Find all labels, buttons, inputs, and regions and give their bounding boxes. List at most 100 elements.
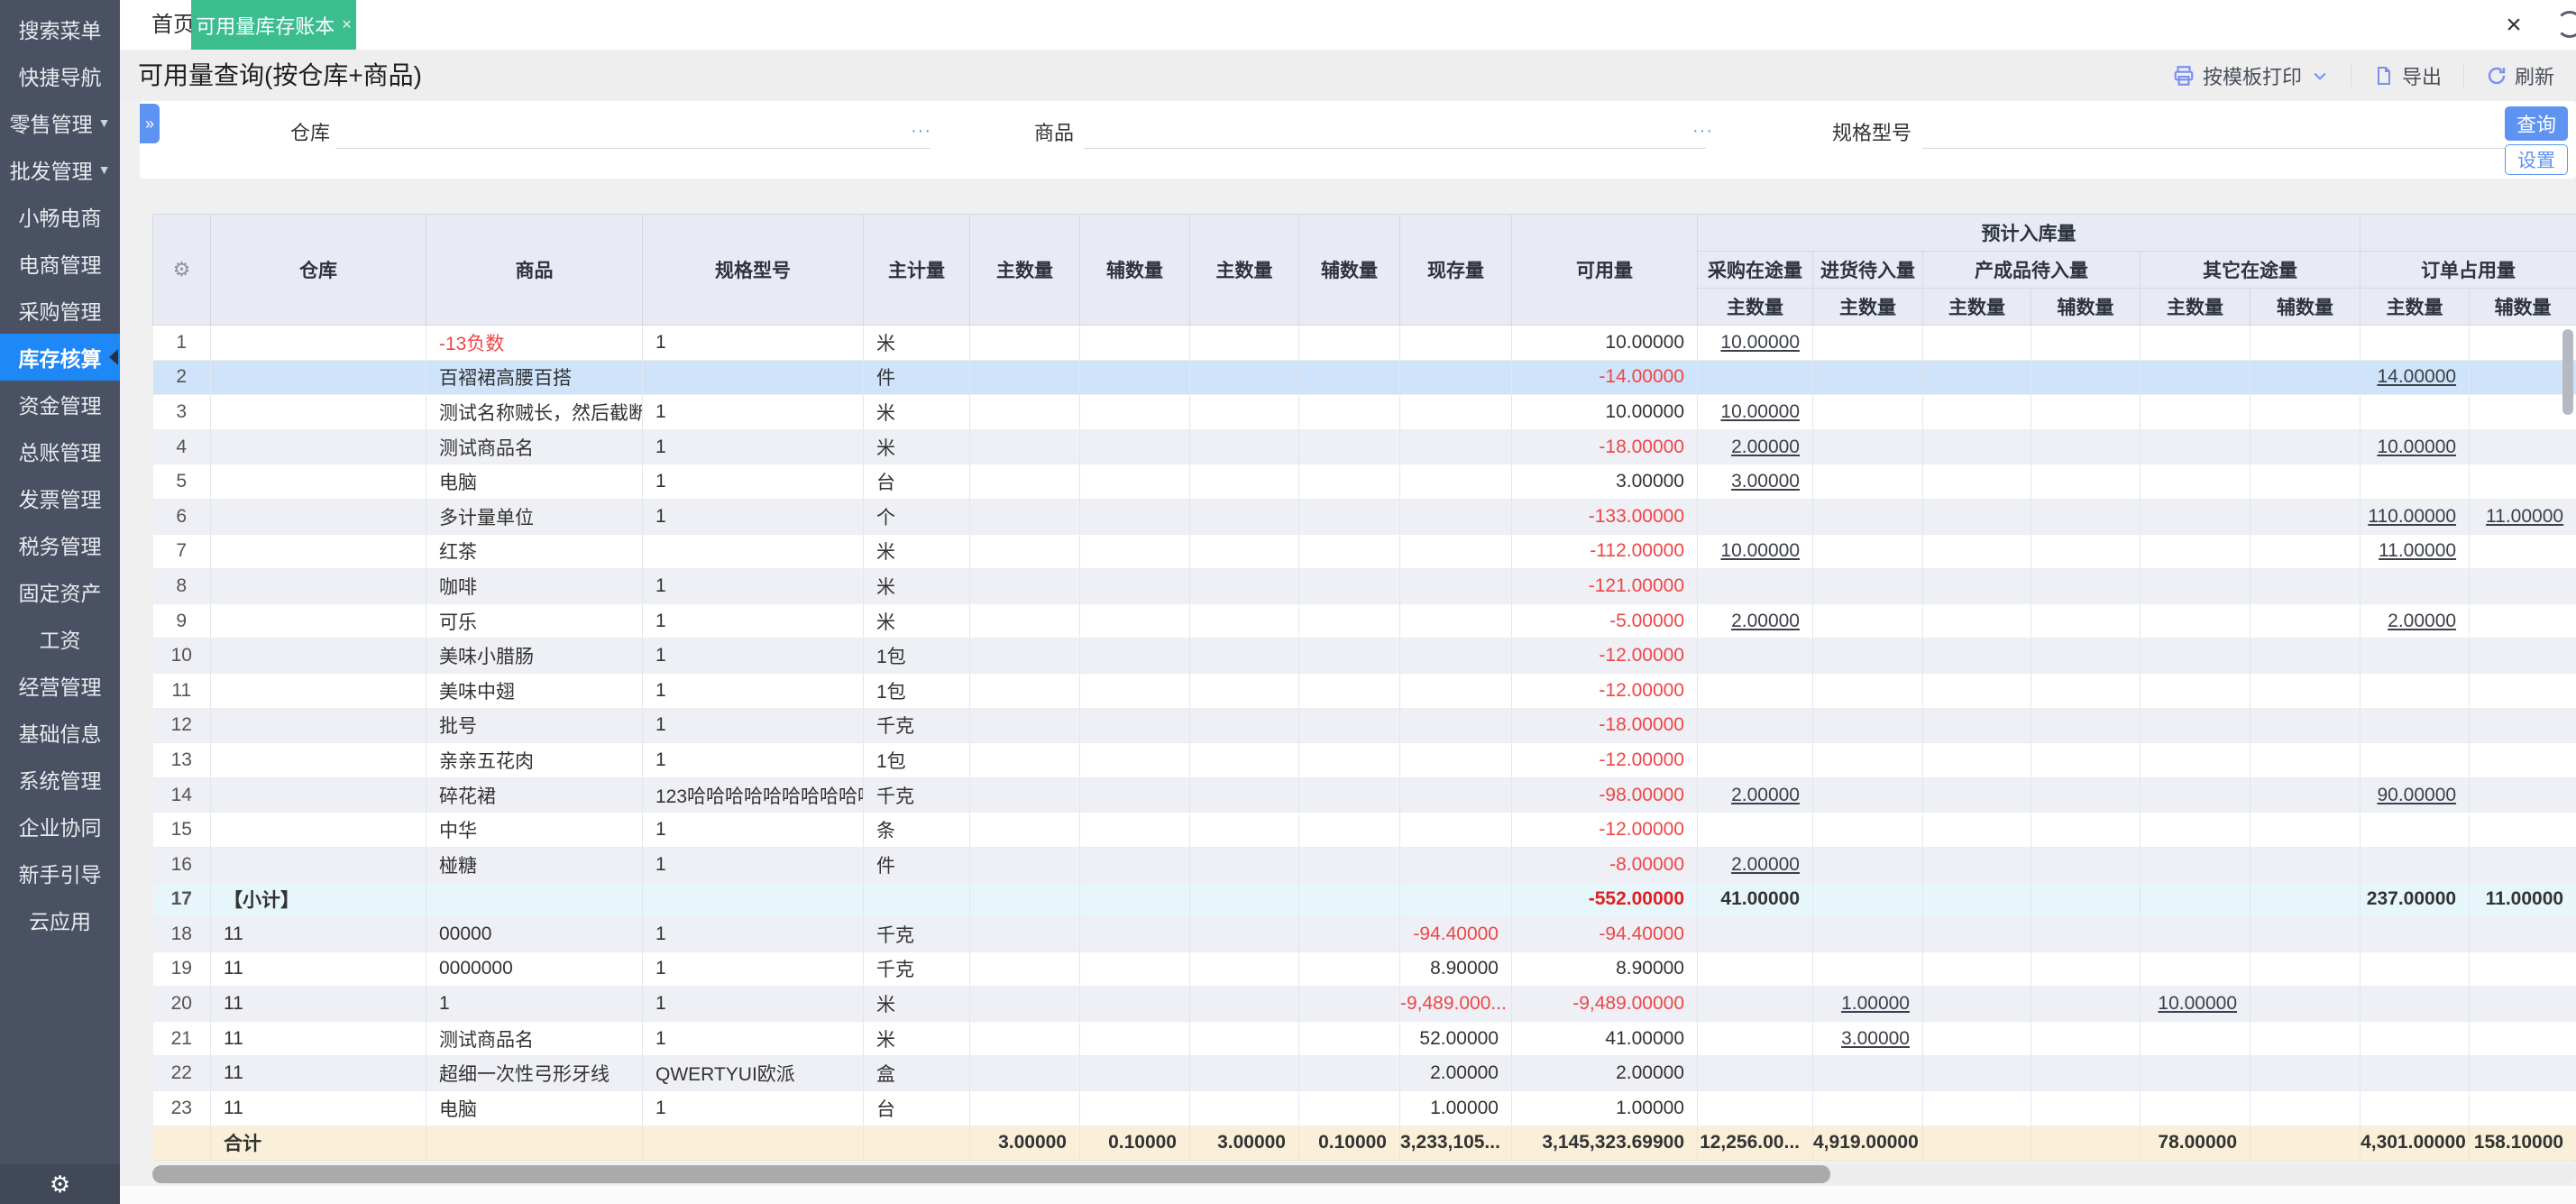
col-order-occupied[interactable]: 订单占用量 [2360, 251, 2576, 289]
drill-down-link[interactable]: 10.00000 [1720, 400, 1800, 422]
close-icon[interactable]: × [2506, 9, 2522, 40]
col-purchase-transit[interactable]: 采购在途量 [1697, 251, 1813, 289]
sidebar-item-发票管理[interactable]: 发票管理 [0, 474, 120, 521]
drill-down-link[interactable]: 14.00000 [2377, 366, 2457, 388]
cell-cg[interactable]: 2.00000 [1697, 603, 1813, 639]
sub-aux-qty[interactable]: 辅数量 [2469, 288, 2576, 326]
cell-dm[interactable]: 10.00000 [2360, 429, 2471, 465]
sidebar-item-资金管理[interactable]: 资金管理 [0, 381, 120, 427]
drill-down-link[interactable]: 10.00000 [1720, 331, 1800, 353]
table-row[interactable]: 7 红茶 米 -112.00000 10.00000 11.00000 [152, 534, 2576, 570]
cell-dm[interactable]: 2.00000 [2360, 603, 2471, 639]
table-row[interactable]: 5 电脑 1 台 3.00000 3.00000 [152, 464, 2576, 500]
vertical-scrollbar-thumb[interactable] [2562, 329, 2573, 415]
col-finished-pending[interactable]: 产成品待入量 [1922, 251, 2141, 289]
cell-cg[interactable]: 10.00000 [1697, 394, 1813, 430]
export-button[interactable]: 导出 [2364, 61, 2451, 90]
sub-main-qty[interactable]: 主数量 [1922, 288, 2031, 326]
col-warehouse[interactable]: 仓库 [210, 214, 426, 326]
sidebar-item-电商管理[interactable]: 电商管理 [0, 240, 120, 287]
sidebar-item-工资[interactable]: 工资 [0, 615, 120, 662]
sidebar-item-库存核算[interactable]: 库存核算 [0, 334, 120, 381]
sidebar-item-小畅电商[interactable]: 小畅电商 [0, 193, 120, 240]
drill-down-link[interactable]: 1.00000 [1841, 993, 1910, 1015]
cell-jh[interactable]: 1.00000 [1812, 986, 1923, 1022]
cell-da[interactable]: 11.00000 [2469, 499, 2576, 535]
drill-down-link[interactable]: 110.00000 [2368, 505, 2457, 527]
cell-cg[interactable]: 2.00000 [1697, 777, 1813, 813]
print-by-template-button[interactable]: 按模板打印 [2163, 61, 2338, 90]
cell-cg[interactable]: 10.00000 [1697, 325, 1813, 361]
drill-down-link[interactable]: 3.00000 [1731, 471, 1800, 492]
table-row[interactable]: 11 美味中翅 1 1包 -12.00000 [152, 673, 2576, 709]
horizontal-scrollbar[interactable] [152, 1165, 2576, 1183]
cell-jh[interactable]: 3.00000 [1812, 1021, 1923, 1057]
total-row[interactable]: 合计 3.00000 0.10000 3.00000 0.10000 3,233,105.… [152, 1126, 2576, 1162]
sidebar-item-新手引导[interactable]: 新手引导 [0, 850, 120, 896]
table-row[interactable]: 9 可乐 1 米 -5.00000 2.00000 2.00000 [152, 603, 2576, 639]
col-other-transit[interactable]: 其它在途量 [2139, 251, 2361, 289]
col-stock-qty[interactable]: 现存量 [1399, 214, 1512, 326]
drill-down-link[interactable]: 2.00000 [1731, 784, 1800, 805]
gear-icon[interactable]: ⚙ [172, 258, 191, 280]
sidebar-item-云应用[interactable]: 云应用 [0, 896, 120, 943]
cell-dm[interactable]: 90.00000 [2360, 777, 2471, 813]
table-row[interactable]: 12 批号 1 千克 -18.00000 [152, 708, 2576, 744]
col-aux-qty[interactable]: 辅数量 [1079, 214, 1190, 326]
drill-down-link[interactable]: 11.00000 [2486, 505, 2564, 527]
sub-aux-qty[interactable]: 辅数量 [2249, 288, 2361, 326]
sidebar-item-固定资产[interactable]: 固定资产 [0, 568, 120, 615]
sub-main-qty[interactable]: 主数量 [1697, 288, 1813, 326]
table-row[interactable]: 23 11 电脑 1 台 1.00000 1.00000 [152, 1090, 2576, 1126]
col-base-unit[interactable]: 主计量 [863, 214, 970, 326]
sidebar-settings-button[interactable]: ⚙ [0, 1164, 120, 1204]
settings-button[interactable]: 设置 [2505, 144, 2568, 175]
table-row[interactable]: 2 百褶裙高腰百搭 件 -14.00000 14.00000 [152, 360, 2576, 396]
col-main-qty-2[interactable]: 主数量 [1189, 214, 1299, 326]
sidebar-item-批发管理[interactable]: 批发管理 ▼ [0, 146, 120, 193]
sidebar-item-总账管理[interactable]: 总账管理 [0, 427, 120, 474]
drill-down-link[interactable]: 2.00000 [1731, 610, 1800, 631]
cell-cg[interactable]: 2.00000 [1697, 847, 1813, 883]
table-row[interactable]: 20 11 1 1 米 -9,489.000... -9,489.00000 1.00000 1… [152, 986, 2576, 1022]
sub-main-qty[interactable]: 主数量 [2140, 288, 2251, 326]
cell-dm[interactable]: 14.00000 [2360, 360, 2471, 396]
drill-down-link[interactable]: 2.00000 [1731, 436, 1800, 457]
table-row[interactable]: 22 11 超细一次性弓形牙线 QWERTYUI欧派盒 2.00000 2.00000 [152, 1055, 2576, 1092]
table-row[interactable]: 18 11 00000 1 千克 -94.40000 -94.40000 [152, 916, 2576, 952]
tab-close-icon[interactable]: × [342, 15, 352, 33]
sidebar-item-企业协同[interactable]: 企业协同 [0, 803, 120, 850]
product-input[interactable] [1084, 148, 1706, 149]
sidebar-item-采购管理[interactable]: 采购管理 [0, 287, 120, 334]
table-row[interactable]: 4 测试商品名 1 米 -18.00000 2.00000 10.00000 [152, 429, 2576, 465]
sub-aux-qty[interactable]: 辅数量 [2031, 288, 2141, 326]
spec-input[interactable] [1922, 148, 2508, 149]
drill-down-link[interactable]: 2.00000 [1731, 853, 1800, 875]
table-row[interactable]: 14 碎花裙123哈哈哈哈哈哈哈哈哈哈哈...千克 -98.00000 2.00000… [152, 777, 2576, 813]
product-more-button[interactable]: ··· [1692, 121, 1713, 141]
column-settings-header[interactable]: ⚙ [152, 214, 211, 326]
col-incoming-pending[interactable]: 进货待入量 [1812, 251, 1923, 289]
table-row[interactable]: 10 美味小腊肠 1 1包 -12.00000 [152, 638, 2576, 674]
col-main-qty[interactable]: 主数量 [969, 214, 1080, 326]
cell-cg[interactable]: 3.00000 [1697, 464, 1813, 500]
col-spec[interactable]: 规格型号 [642, 214, 864, 326]
drill-down-link[interactable]: 11.00000 [2379, 540, 2457, 562]
drill-down-link[interactable]: 90.00000 [2377, 784, 2457, 805]
table-row[interactable]: 6 多计量单位 1 个 -133.00000 110.00000 11.00000 [152, 499, 2576, 535]
table-row[interactable]: 19 11 0000000 1 千克 8.90000 8.90000 [152, 951, 2576, 988]
tab-available-ledger[interactable]: 可用量库存账本 × [191, 0, 356, 50]
sub-main-qty[interactable]: 主数量 [2360, 288, 2471, 326]
warehouse-more-button[interactable]: ··· [911, 121, 931, 141]
drill-down-link[interactable]: 3.00000 [1841, 1027, 1910, 1049]
table-row[interactable]: 17 【小计】 -552.00000 41.00000 237.00000 11.0000… [152, 882, 2576, 918]
sidebar-item-基础信息[interactable]: 基础信息 [0, 709, 120, 756]
refresh-button[interactable]: 刷新 [2477, 61, 2563, 90]
table-row[interactable]: 16 椪糖 1 件 -8.00000 2.00000 [152, 847, 2576, 883]
drill-down-link[interactable]: 10.00000 [1720, 540, 1800, 562]
sub-main-qty[interactable]: 主数量 [1812, 288, 1923, 326]
sidebar-item-快捷导航[interactable]: 快捷导航 [0, 52, 120, 99]
table-row[interactable]: 21 11 测试商品名 1 米 52.00000 41.00000 3.00000 [152, 1021, 2576, 1057]
table-row[interactable]: 15 中华 1 条 -12.00000 [152, 812, 2576, 848]
sidebar-item-税务管理[interactable]: 税务管理 [0, 521, 120, 568]
